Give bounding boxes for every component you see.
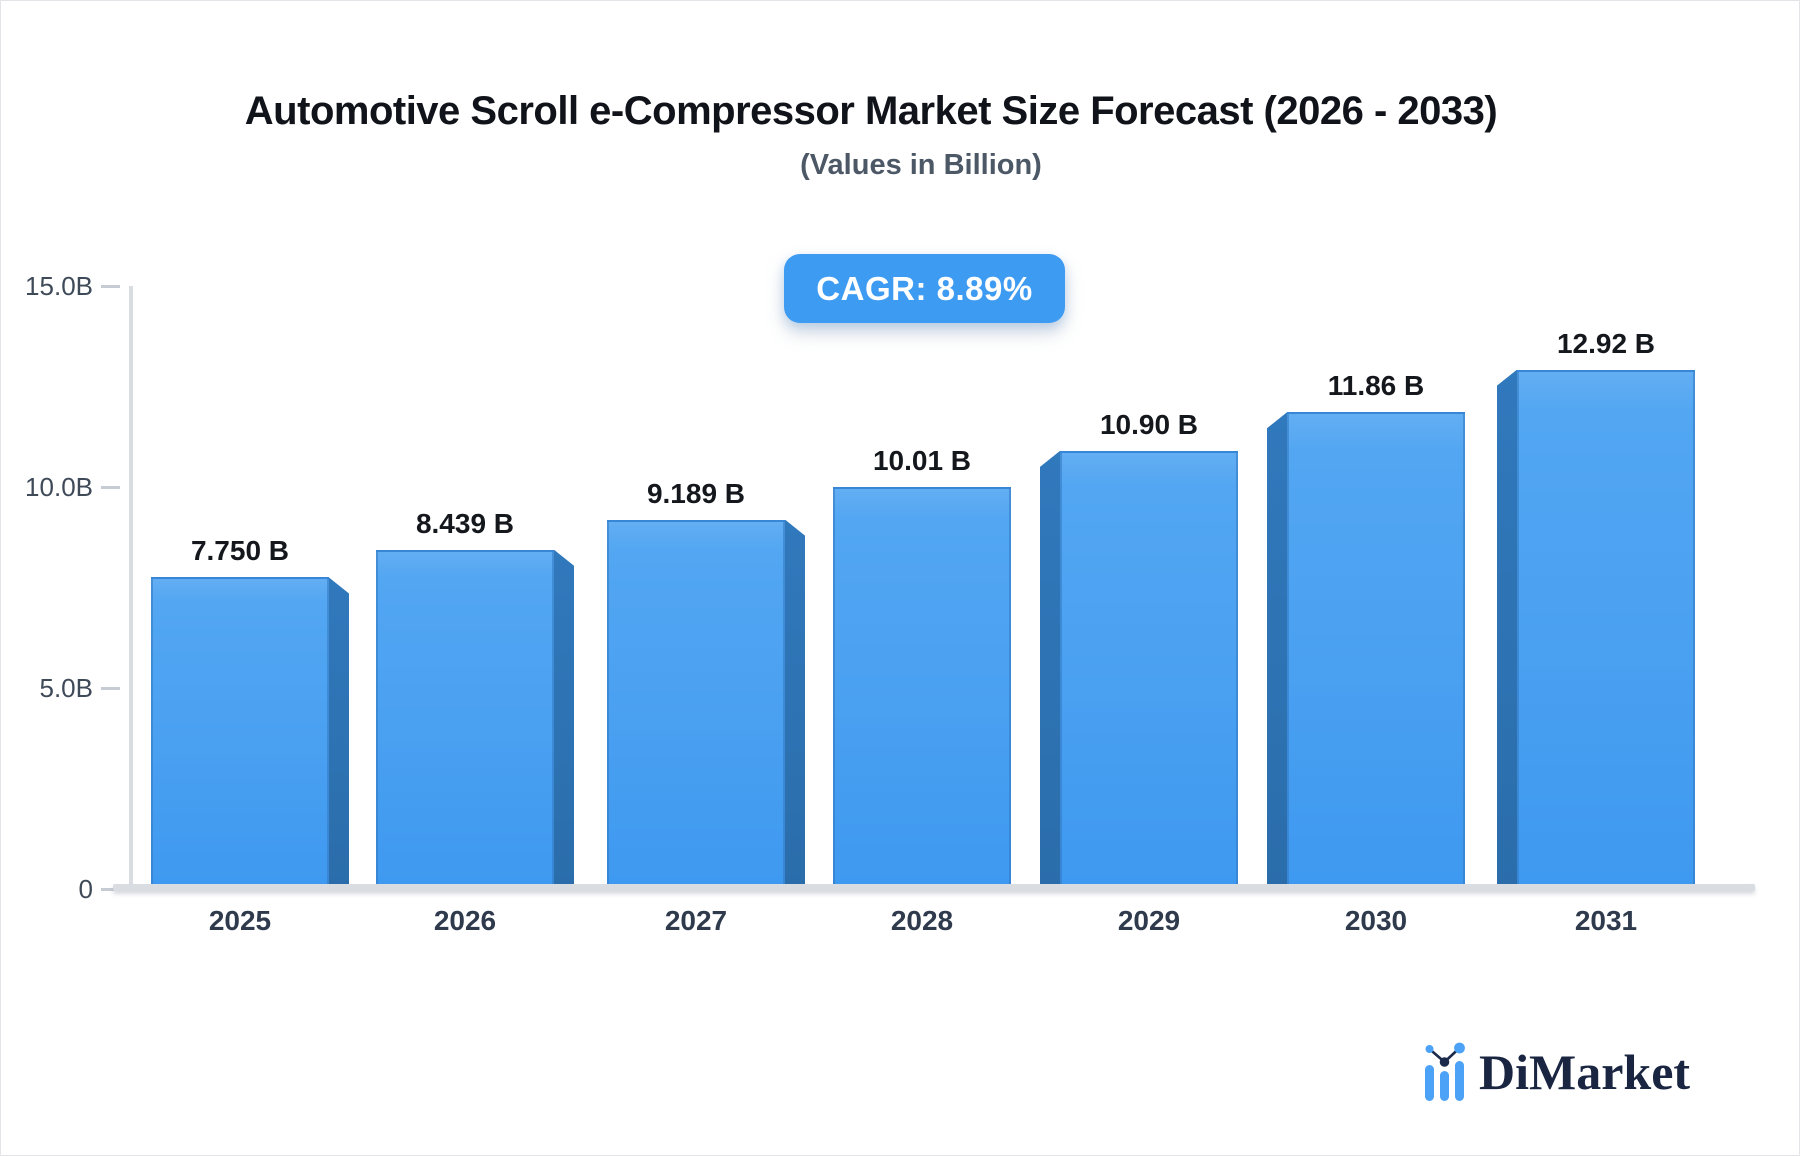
brand-logo: DiMarket: [1423, 1039, 1690, 1105]
bar-value-label: 11.86 B: [1327, 370, 1425, 402]
bar-2028: [833, 486, 1011, 887]
chart-title: Automotive Scroll e-Compressor Market Si…: [244, 89, 1498, 133]
brand-name: DiMarket: [1479, 1044, 1691, 1100]
bar-2025: [151, 577, 329, 887]
x-axis-baseline: [113, 884, 1755, 891]
x-axis-label-2028: 2028: [890, 905, 954, 936]
bar-side-face: [1497, 369, 1517, 887]
bar-value-label: 10.90 B: [1099, 408, 1199, 440]
x-axis-label-2026: 2026: [433, 905, 497, 936]
x-axis-label-2029: 2029: [1117, 905, 1181, 936]
bar-value-label: 8.439 B: [415, 507, 515, 539]
y-tick-dash: [101, 284, 120, 288]
bar-2029: [1060, 450, 1238, 887]
cagr-badge: CAGR: 8.89%: [784, 254, 1065, 323]
bar-side-face: [1040, 450, 1060, 887]
y-tick-dash: [101, 887, 120, 891]
bar-side-face: [554, 549, 574, 887]
x-axis-label-2027: 2027: [664, 905, 728, 936]
bar-side-face: [329, 577, 349, 887]
bar-value-label: 9.189 B: [646, 477, 746, 509]
bar-value-label: 12.92 B: [1556, 327, 1656, 359]
bar-2027: [607, 519, 785, 887]
y-tick-label: 5.0B: [39, 673, 94, 703]
y-tick-label: 15.0B: [25, 271, 93, 301]
bar-2030: [1287, 412, 1465, 887]
bar-side-face: [1267, 412, 1287, 887]
y-tick-label: 0: [78, 874, 93, 904]
y-axis-line: [129, 286, 133, 889]
bar-value-label: 10.01 B: [872, 444, 972, 476]
y-tick-dash: [101, 686, 120, 690]
y-tick-label: 10.0B: [25, 472, 93, 502]
bar-value-label: 7.750 B: [190, 535, 290, 567]
brand-chart-icon: [1425, 1042, 1465, 1101]
bar-2031: [1517, 369, 1695, 887]
x-axis-label-2030: 2030: [1344, 905, 1408, 936]
chart-subtitle: (Values in Billion): [800, 149, 1042, 181]
x-axis-label-2031: 2031: [1574, 905, 1638, 936]
x-axis-label-2025: 2025: [208, 905, 272, 936]
bar-2026: [376, 549, 554, 887]
y-tick-dash: [101, 485, 120, 489]
bar-side-face: [785, 519, 805, 887]
